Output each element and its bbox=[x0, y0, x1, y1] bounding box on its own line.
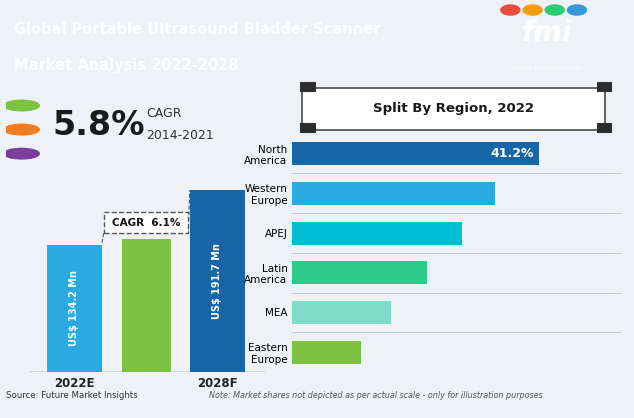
Text: Global Portable Ultrasound Bladder Scanner: Global Portable Ultrasound Bladder Scann… bbox=[14, 22, 380, 37]
FancyBboxPatch shape bbox=[302, 88, 605, 130]
Circle shape bbox=[545, 5, 564, 15]
Bar bbox=[292, 341, 361, 364]
Circle shape bbox=[4, 100, 39, 111]
Bar bbox=[292, 222, 462, 245]
FancyBboxPatch shape bbox=[300, 123, 314, 132]
Text: Split By Region, 2022: Split By Region, 2022 bbox=[373, 102, 534, 115]
Bar bbox=[292, 142, 539, 165]
Text: Note: Market shares not depicted as per actual scale - only for illustration pur: Note: Market shares not depicted as per … bbox=[209, 390, 543, 400]
FancyBboxPatch shape bbox=[104, 212, 188, 233]
Text: Market Analysis 2022-2028: Market Analysis 2022-2028 bbox=[14, 58, 239, 73]
Text: Future Market Insights: Future Market Insights bbox=[512, 66, 582, 71]
Circle shape bbox=[4, 148, 39, 159]
Text: 5.8%: 5.8% bbox=[52, 110, 145, 142]
Text: 2022E: 2022E bbox=[54, 377, 94, 390]
Text: Source: Future Market Insights: Source: Future Market Insights bbox=[6, 390, 138, 400]
FancyBboxPatch shape bbox=[300, 82, 314, 91]
Bar bbox=[292, 182, 495, 205]
Bar bbox=[292, 301, 391, 324]
Text: CAGR  6.1%: CAGR 6.1% bbox=[112, 218, 180, 228]
FancyBboxPatch shape bbox=[597, 82, 611, 91]
Bar bbox=[122, 239, 171, 372]
Text: US$ 134.2 Mn: US$ 134.2 Mn bbox=[69, 270, 79, 346]
Text: 2028F: 2028F bbox=[197, 377, 238, 390]
Circle shape bbox=[4, 124, 39, 135]
FancyBboxPatch shape bbox=[597, 123, 611, 132]
Circle shape bbox=[567, 5, 586, 15]
Bar bbox=[190, 190, 245, 372]
Text: CAGR: CAGR bbox=[146, 107, 181, 120]
Circle shape bbox=[523, 5, 542, 15]
Text: 2014-2021: 2014-2021 bbox=[146, 129, 214, 142]
Bar bbox=[47, 245, 101, 372]
Text: 41.2%: 41.2% bbox=[490, 147, 534, 160]
Circle shape bbox=[501, 5, 520, 15]
Text: fmi: fmi bbox=[522, 20, 572, 47]
Text: US$ 191.7 Mn: US$ 191.7 Mn bbox=[212, 243, 223, 319]
Bar bbox=[292, 261, 427, 284]
